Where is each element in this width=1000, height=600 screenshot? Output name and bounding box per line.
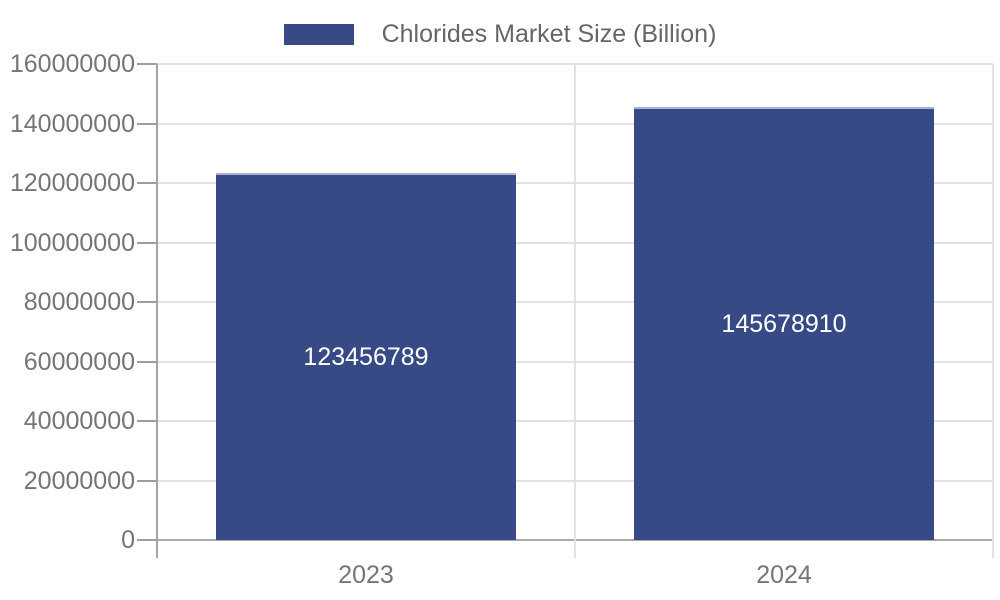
y-tick-label: 0 bbox=[121, 526, 135, 554]
category-separator-line bbox=[574, 64, 576, 558]
y-axis-tick bbox=[137, 182, 157, 184]
plot-right-border bbox=[992, 64, 994, 558]
y-axis-tick bbox=[137, 360, 157, 363]
legend[interactable]: Chlorides Market Size (Billion) bbox=[0, 19, 1000, 48]
y-axis-tick bbox=[137, 479, 157, 482]
bar-2024[interactable]: 145678910 bbox=[633, 106, 935, 540]
y-axis-tick bbox=[137, 420, 157, 422]
bar-value-label: 123456789 bbox=[303, 342, 429, 371]
bar-value-label: 145678910 bbox=[721, 309, 847, 338]
y-tick-label: 40000000 bbox=[23, 407, 135, 435]
y-tick-label: 120000000 bbox=[9, 169, 135, 197]
y-axis-line bbox=[156, 64, 158, 558]
y-tick-label: 20000000 bbox=[23, 466, 135, 495]
y-tick-label: 140000000 bbox=[9, 109, 135, 138]
y-tick-label: 100000000 bbox=[9, 228, 135, 257]
legend-swatch bbox=[283, 23, 354, 45]
legend-label: Chlorides Market Size (Billion) bbox=[381, 19, 717, 48]
x-tick-label-2023: 2023 bbox=[338, 561, 394, 589]
x-tick-label-2024: 2024 bbox=[756, 561, 812, 589]
bar-2023[interactable]: 123456789 bbox=[215, 172, 517, 540]
y-tick-label: 60000000 bbox=[23, 347, 135, 376]
y-tick-label: 160000000 bbox=[9, 50, 135, 78]
y-axis-tick bbox=[137, 301, 157, 303]
y-axis-tick bbox=[137, 539, 157, 541]
y-axis-tick bbox=[137, 122, 157, 125]
y-axis-tick bbox=[137, 241, 157, 244]
y-tick-label: 80000000 bbox=[23, 288, 135, 316]
y-axis-tick bbox=[137, 63, 157, 65]
